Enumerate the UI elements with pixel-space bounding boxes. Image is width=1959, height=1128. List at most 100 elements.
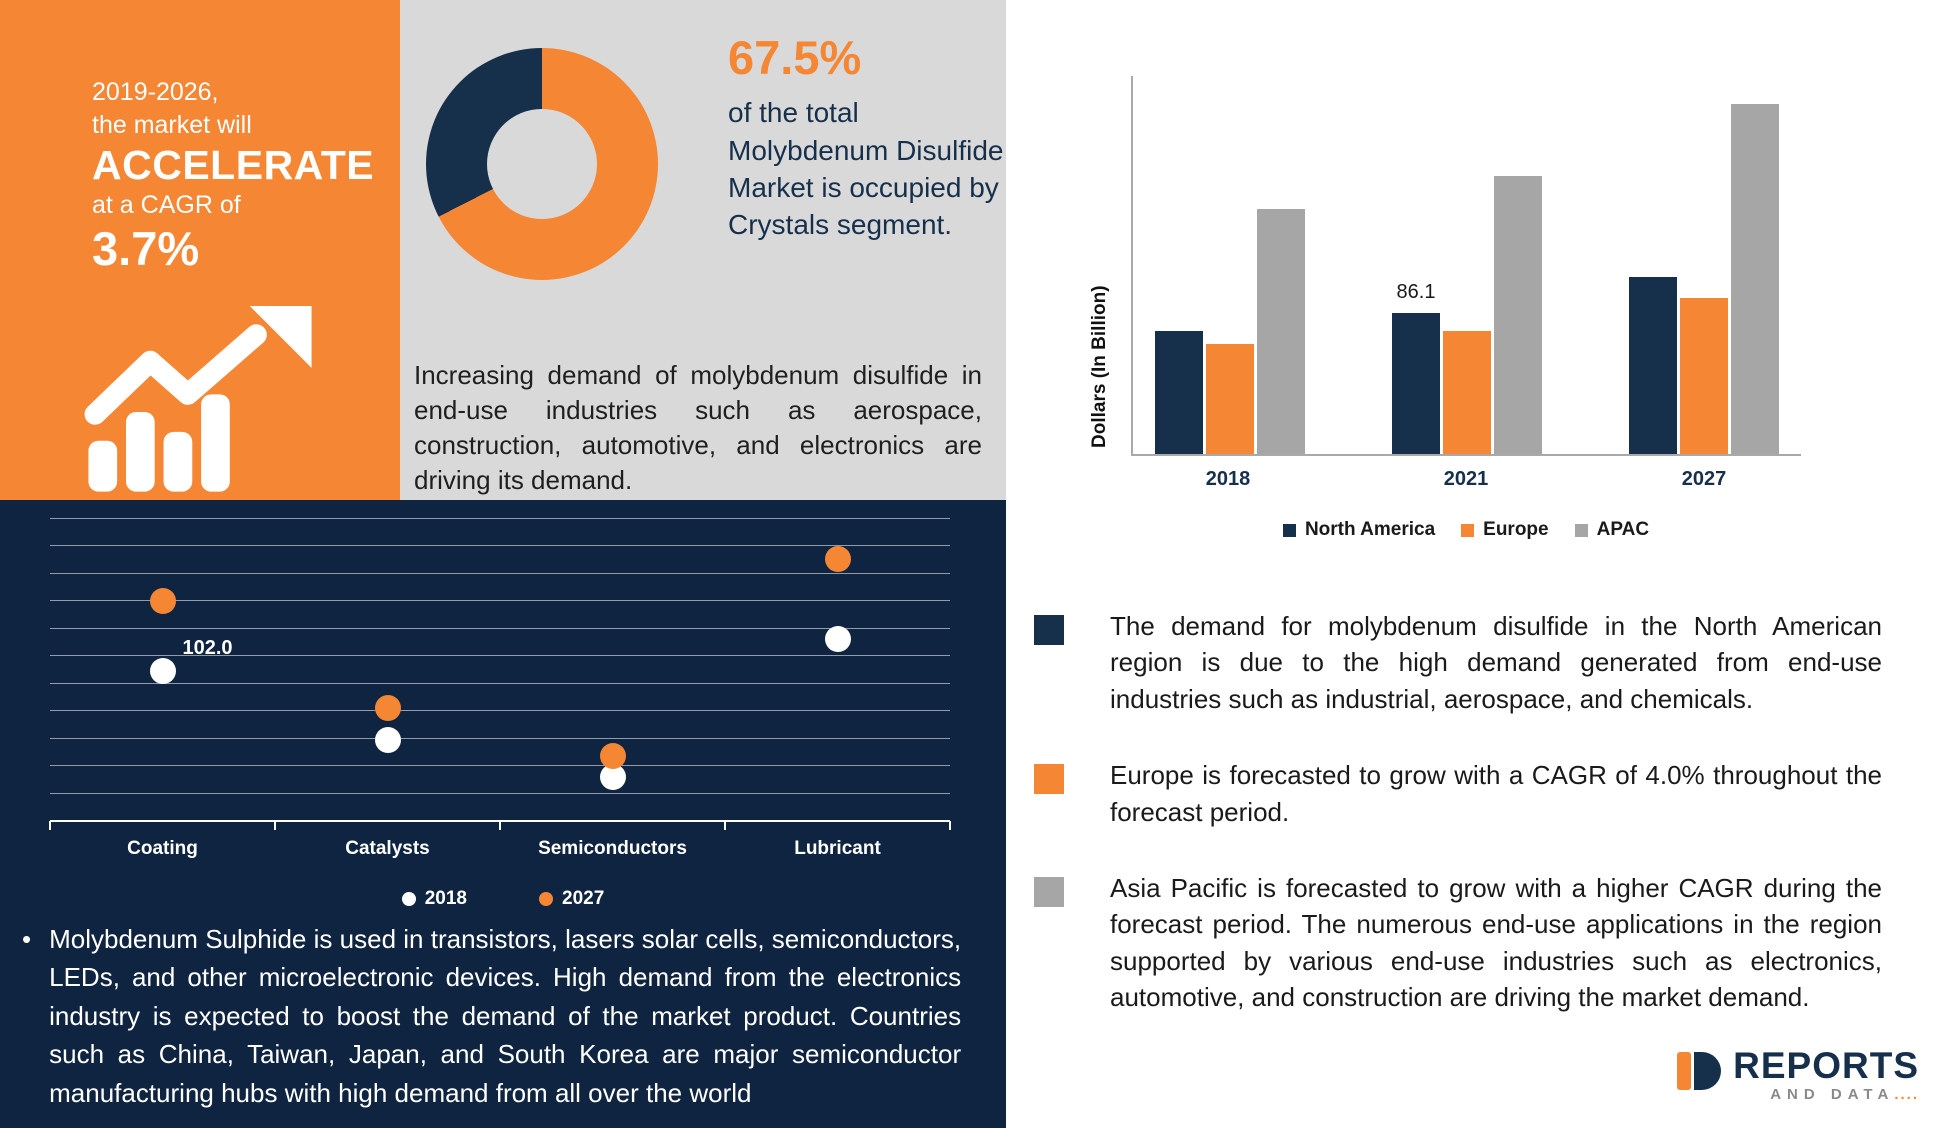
bar-data-label: 86.1 [1396,280,1436,303]
dot-2018-coating [149,657,176,684]
cagr-promo-panel: 2019-2026, the market will ACCELERATE at… [0,0,400,500]
legend-item-north-america: North America [1282,519,1436,541]
promo-period: 2019-2026, [92,78,219,106]
dot-chart-categories: Coating Catalysts Semiconductors Lubricant [50,838,950,860]
dot-2027-semiconductors [599,743,626,770]
category-label: Coating [127,838,198,859]
north-america-note: The demand for molybdenum disulfide in t… [1110,611,1882,714]
bar-plot: 86.1 [1131,76,1801,456]
dot-2027-lubricant [824,545,851,572]
dot-2027-coating [149,588,176,615]
legend-label: North America [1304,519,1436,540]
legend-item-2018: 2018 [401,888,467,910]
gridline [50,627,950,629]
axis-tick [49,821,51,830]
crystals-stat-block: 67.5% of the total Molybdenum Disulfide … [728,30,1006,243]
bar-chart-categories: 2018 2021 2027 [1131,456,1801,491]
bar-apac-2027 [1731,103,1779,454]
region-notes: The demand for molybdenum disulfide in t… [1034,608,1882,1016]
dot-chart-legend: 2018 2027 [0,888,1006,910]
dot-2018-lubricant [824,625,851,652]
apac-marker-square [1034,876,1064,907]
gridline [50,600,950,602]
bar-north-america-2021: 86.1 [1392,281,1440,454]
bar-europe-2021 [1443,330,1491,454]
bar-group-2027 [1629,103,1779,454]
note-row-apac: Asia Pacific is forecasted to grow with … [1034,870,1882,1016]
crystals-share-caption: of the total Molybdenum Disulfide Market… [728,97,1004,241]
axis-tick [949,821,951,830]
europe-note: Europe is forecasted to grow with a CAGR… [1110,760,1882,827]
gridline [50,518,950,519]
legend-item-2027: 2027 [539,888,604,910]
crystals-share-value: 67.5% [728,31,862,84]
dot-data-label: 102.0 [182,636,233,659]
bullet-marker: • [22,924,32,954]
legend-label: 2027 [562,888,605,909]
semiconductor-note: Molybdenum Sulphide is used in transisto… [49,924,962,1108]
bar-north-america-2018 [1155,330,1203,454]
reports-and-data-logo: REPORTS AND DATA.... [1675,1047,1919,1102]
gridline [50,572,950,574]
legend-item-europe: Europe [1461,519,1549,541]
legend-marker [539,892,553,906]
category-label: Lubricant [794,838,881,859]
gridline [50,682,950,684]
demand-paragraph: Increasing demand of molybdenum disulfid… [414,360,982,496]
category-label: Catalysts [345,838,430,859]
legend-marker [1282,523,1296,537]
category-label: 2021 [1443,468,1489,490]
legend-item-apac: APAC [1574,519,1650,541]
bar-north-america-2027 [1629,276,1677,454]
axis-tick [724,821,726,830]
axis-tick [274,821,276,830]
logo-tagline-text: AND DATA [1770,1086,1895,1103]
dot-2018-catalysts [374,727,401,754]
legend-marker [1461,523,1475,537]
regional-panel: Dollars (In Billion) 86.1 2018 2021 2027 N… [1006,0,1959,1128]
dot-plot: 102.0 [49,518,951,830]
logo-tagline-dots: .... [1894,1086,1919,1103]
apac-note: Asia Pacific is forecasted to grow with … [1110,872,1882,1013]
bar-group-2021: 86.1 [1392,176,1542,454]
donut-hole [487,109,597,219]
category-label: 2027 [1681,468,1727,490]
gridline [50,737,950,739]
legend-label: APAC [1596,519,1650,540]
gridline [50,545,950,547]
logo-text: REPORTS AND DATA.... [1733,1047,1919,1102]
bar-europe-2027 [1680,297,1728,454]
gridline [50,765,950,767]
promo-line2: the market will [92,111,252,139]
north-america-marker-square [1034,615,1064,645]
bar-group-2018 [1155,209,1305,454]
gridline [50,655,950,657]
bar-apac-2021 [1494,176,1542,454]
semiconductor-note-row: • Molybdenum Sulphide is used in transis… [22,920,988,1112]
growth-arrow-icon [84,306,312,492]
gridline [50,792,950,794]
bar-chart-legend: North America Europe APAC [1131,519,1801,541]
logo-tagline: AND DATA.... [1770,1087,1919,1102]
bar-apac-2018 [1257,209,1305,454]
segments-panel: 102.0 Coating Catalysts Semiconductors Lubr… [0,500,1006,1128]
legend-label: 2018 [424,888,467,909]
legend-label: Europe [1483,519,1549,540]
bar-chart-y-axis-label: Dollars (In Billion) [1089,285,1110,448]
promo-emphasis: ACCELERATE [92,142,375,188]
logo-wordmark: REPORTS [1733,1045,1919,1086]
note-row-europe: Europe is forecasted to grow with a CAGR… [1034,757,1882,830]
promo-line4: at a CAGR of [92,191,241,220]
gridline [50,710,950,712]
donut-chart [426,48,658,280]
europe-marker-square [1034,764,1064,795]
legend-marker [1574,523,1588,537]
axis-tick [499,821,501,830]
dot-2027-catalysts [374,695,401,722]
promo-cagr-value: 3.7% [92,222,200,276]
bar-europe-2018 [1206,343,1254,454]
regional-bar-chart: Dollars (In Billion) 86.1 2018 2021 2027 N… [1089,76,1801,541]
note-row-north-america: The demand for molybdenum disulfide in t… [1034,608,1882,717]
category-label: Semiconductors [538,838,687,859]
legend-marker [401,892,416,906]
